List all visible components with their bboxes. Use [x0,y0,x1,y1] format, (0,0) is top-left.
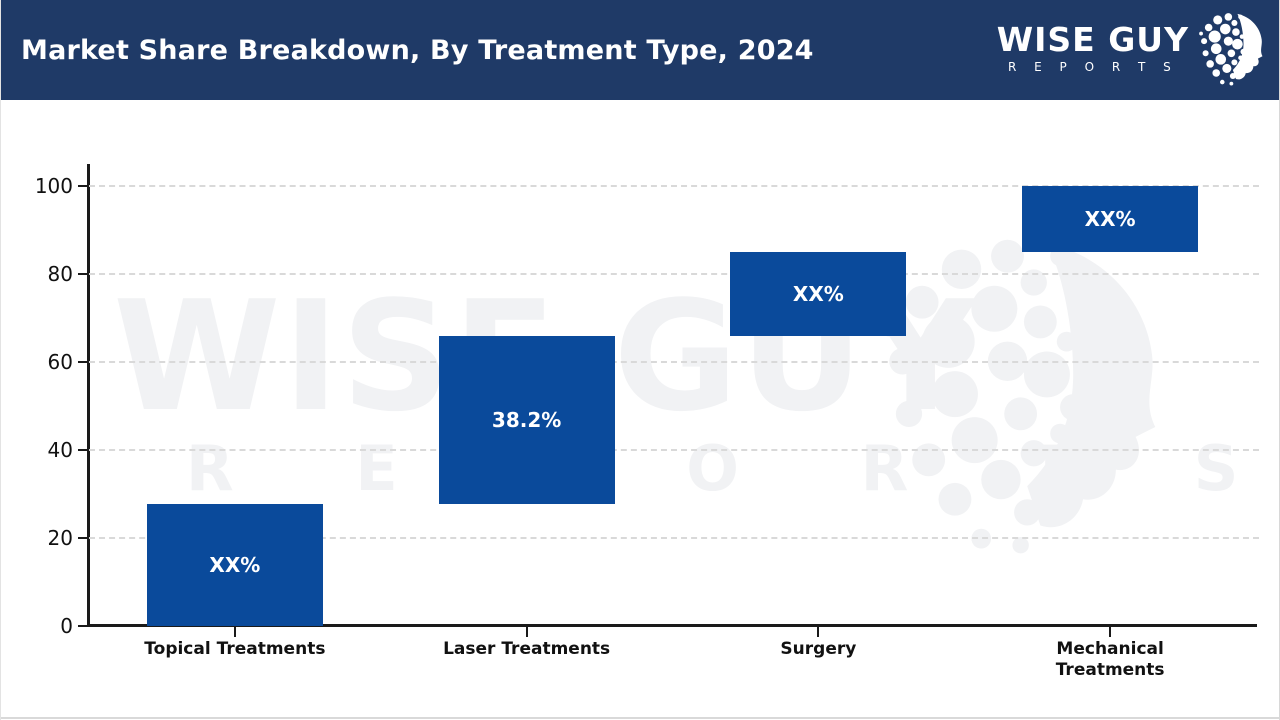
bar-topical-treatments: XX% [146,504,323,626]
x-category-label-2: Surgery [780,639,857,659]
y-tick-label-100: 100 [34,174,73,198]
y-tick-label-80: 80 [47,262,73,286]
watermark-dots-head-icon [881,239,1156,554]
y-tick-mark-20 [78,537,88,539]
x-tick-mark-1 [525,627,528,637]
x-tick-mark-3 [1109,627,1112,637]
y-tick-mark-100 [78,185,88,187]
y-tick-mark-40 [78,449,88,451]
brand-logo: WISE GUY R E P O R T S [997,6,1267,96]
header-bar: Market Share Breakdown, By Treatment Typ… [1,0,1279,100]
gridline-60 [89,361,1259,363]
gridline-20 [89,537,1259,539]
y-tick-mark-60 [78,361,88,363]
x-tick-mark-2 [817,627,820,637]
bar-value-label: XX% [1084,207,1136,231]
x-tick-mark-0 [233,627,236,637]
bar-surgery: XX% [730,252,907,337]
x-category-label-3: Mechanical Treatments [1055,639,1165,680]
page-bottom-border [1,717,1279,719]
bar-laser-treatments: 38.2% [438,336,615,505]
y-tick-label-60: 60 [47,350,73,374]
brand-name: WISE GUY [996,20,1189,59]
brand-dots-head-icon [1199,13,1263,86]
y-tick-label-0: 0 [60,614,73,638]
x-category-label-1: Laser Treatments [443,639,611,659]
y-axis-spine [87,164,90,627]
y-tick-label-20: 20 [47,526,73,550]
bar-value-label: 38.2% [491,408,562,433]
gridline-40 [89,449,1259,451]
x-axis-spine [87,624,1257,627]
y-tick-label-40: 40 [47,438,73,462]
y-tick-mark-0 [78,625,88,627]
x-category-label-0: Topical Treatments [144,639,326,659]
bar-value-label: XX% [209,553,261,578]
y-tick-mark-80 [78,273,88,275]
gridline-80 [89,273,1259,275]
brand-subtitle: R E P O R T S [1007,60,1178,74]
gridline-100 [89,185,1259,187]
brand-logo-text: WISE GUY R E P O R T S [996,20,1189,75]
bar-mechanical-treatments: XX% [1022,186,1199,252]
chart-title: Market Share Breakdown, By Treatment Typ… [21,34,814,66]
bar-value-label: XX% [792,282,844,307]
